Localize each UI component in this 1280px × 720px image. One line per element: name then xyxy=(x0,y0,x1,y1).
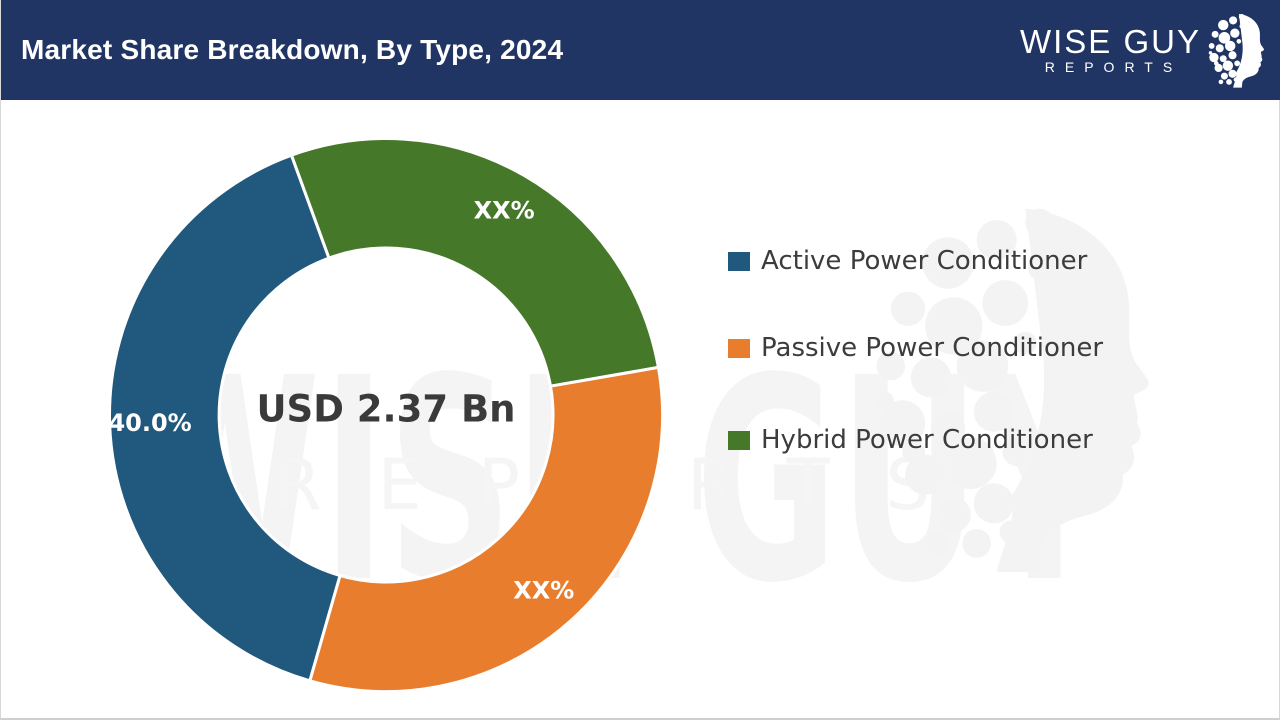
slice-label-active-power-conditioner: 40.0% xyxy=(108,409,191,437)
legend-swatch-hybrid xyxy=(728,430,750,450)
donut-chart: XX% XX% 40.0% xyxy=(108,137,664,693)
legend-swatch-active xyxy=(728,251,750,271)
brand-face-icon xyxy=(1207,9,1265,91)
brand-logo: WISE GUY REPORTS xyxy=(1020,9,1265,91)
legend-swatch-passive xyxy=(728,338,750,358)
brand-text: WISE GUY REPORTS xyxy=(1019,22,1201,75)
donut-center-value: USD 2.37 Bn xyxy=(256,387,516,431)
legend-label-hybrid: Hybrid Power Conditioner xyxy=(761,425,1093,455)
slice-label-passive-power-conditioner: XX% xyxy=(513,577,574,605)
page-title: Market Share Breakdown, By Type, 2024 xyxy=(21,34,564,65)
legend-item-passive: Passive Power Conditioner xyxy=(728,333,1104,363)
brand-subtitle: REPORTS xyxy=(1044,58,1183,75)
legend-item-hybrid: Hybrid Power Conditioner xyxy=(728,425,1093,455)
slice-label-hybrid-power-conditioner: XX% xyxy=(474,197,535,225)
chart-area: WISE GUY REPORTS XX%XX%40.0% USD 2.37 Bn… xyxy=(1,100,1280,718)
donut-segment-passive-power-conditioner xyxy=(308,365,664,693)
legend-label-active: Active Power Conditioner xyxy=(761,246,1088,276)
header: Market Share Breakdown, By Type, 2024 WI… xyxy=(1,0,1280,100)
donut-segment-active-power-conditioner xyxy=(108,153,342,683)
brand-name: WISE GUY xyxy=(1019,22,1201,60)
legend-label-passive: Passive Power Conditioner xyxy=(761,333,1104,363)
donut-segment-hybrid-power-conditioner xyxy=(289,137,660,388)
legend-item-active: Active Power Conditioner xyxy=(728,246,1088,276)
